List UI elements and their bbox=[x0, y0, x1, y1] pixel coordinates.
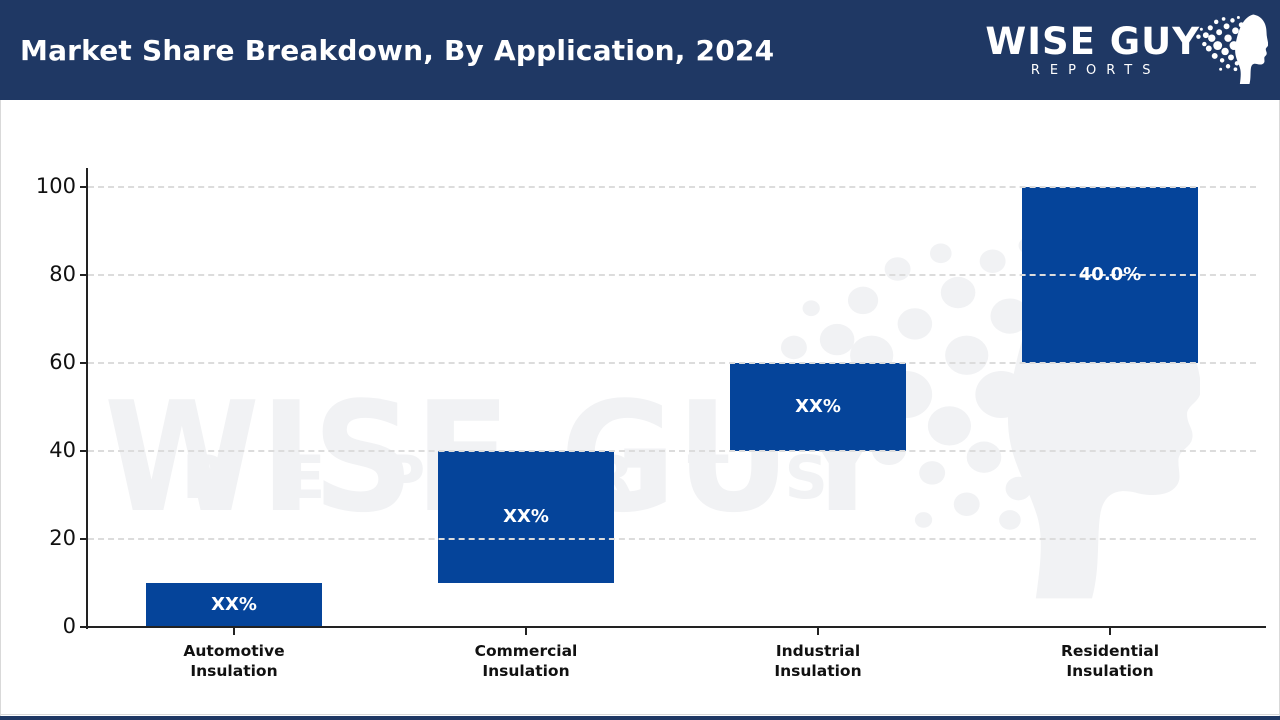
category-label-1: Automotive Insulation bbox=[139, 641, 329, 682]
y-axis-tick-40 bbox=[80, 450, 88, 452]
gridline-80 bbox=[88, 274, 1256, 276]
wiseguy-face-icon bbox=[1196, 14, 1268, 85]
y-axis-tick-label-60: 60 bbox=[49, 350, 76, 374]
bar-2 bbox=[438, 451, 614, 583]
gridline-20 bbox=[88, 538, 1256, 540]
y-axis-tick-label-100: 100 bbox=[35, 174, 76, 198]
wiseguy-reports-text: REPORTS bbox=[1030, 62, 1161, 78]
x-axis-tick-3 bbox=[817, 628, 819, 635]
wiseguy-logo: WISE GUY REPORTS bbox=[985, 8, 1268, 92]
gridline-100 bbox=[88, 186, 1256, 188]
footer-hairline bbox=[0, 714, 1280, 715]
y-axis-tick-0 bbox=[80, 626, 88, 628]
category-label-line: Industrial bbox=[775, 642, 861, 660]
bar-value-label-1: XX% bbox=[211, 594, 257, 615]
category-label-3: Industrial Insulation bbox=[723, 641, 913, 682]
category-label-line: Insulation bbox=[482, 662, 570, 681]
category-label-line: Insulation bbox=[774, 662, 862, 681]
x-axis-line bbox=[86, 626, 1266, 628]
category-label-line: Residential bbox=[1060, 642, 1160, 660]
footer-accent-bar bbox=[0, 716, 1280, 720]
y-axis-line bbox=[86, 168, 88, 629]
page-title: Market Share Breakdown, By Application, … bbox=[20, 33, 775, 67]
y-axis-tick-80 bbox=[80, 274, 88, 276]
category-label-line: Automotive bbox=[183, 642, 285, 660]
bar-1 bbox=[146, 583, 322, 627]
x-axis-tick-1 bbox=[233, 628, 235, 635]
y-axis-tick-60 bbox=[80, 362, 88, 364]
bar-3 bbox=[730, 363, 906, 451]
bar-value-label-2: XX% bbox=[503, 506, 549, 527]
bar-value-label-4: 40.0% bbox=[1078, 264, 1142, 285]
wiseguy-brand-text: WISE GUY bbox=[985, 19, 1200, 63]
y-axis-tick-label-0: 0 bbox=[62, 614, 76, 638]
wiseguy-logo-text: WISE GUY REPORTS bbox=[985, 23, 1200, 78]
gridline-40 bbox=[88, 450, 1256, 452]
x-axis-tick-2 bbox=[525, 628, 527, 635]
category-label-line: Insulation bbox=[190, 662, 278, 681]
category-label-2: Commercial Insulation bbox=[431, 641, 621, 682]
bar-value-label-3: XX% bbox=[795, 396, 841, 417]
y-axis-tick-100 bbox=[80, 186, 88, 188]
gridline-60 bbox=[88, 362, 1256, 364]
category-label-line: Insulation bbox=[1066, 662, 1154, 681]
category-label-4: Residential Insulation bbox=[1015, 641, 1205, 682]
category-label-line: Commercial bbox=[474, 642, 578, 660]
waterfall-chart: WISE GUY REPORTS 020406080100XX%Automoti… bbox=[0, 100, 1280, 716]
header-banner: Market Share Breakdown, By Application, … bbox=[0, 0, 1280, 100]
y-axis-tick-20 bbox=[80, 538, 88, 540]
x-axis-tick-4 bbox=[1109, 628, 1111, 635]
y-axis-tick-label-20: 20 bbox=[49, 526, 76, 550]
page-border-left bbox=[0, 100, 1, 720]
y-axis-tick-label-40: 40 bbox=[49, 438, 76, 462]
y-axis-tick-label-80: 80 bbox=[49, 262, 76, 286]
